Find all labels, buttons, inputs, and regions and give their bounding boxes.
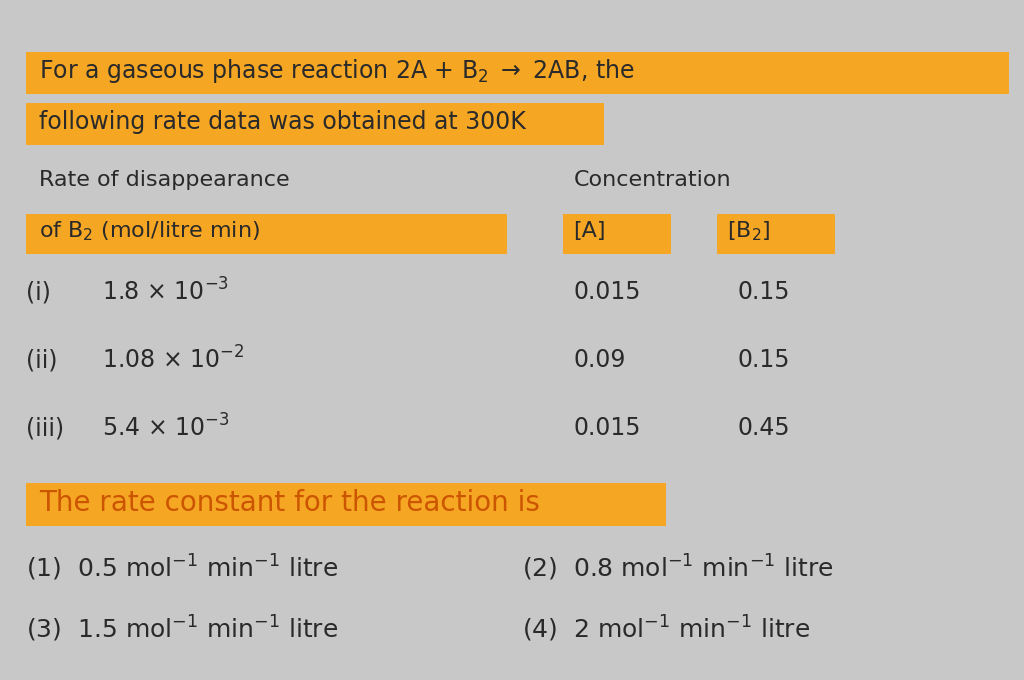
Text: (iii): (iii): [26, 416, 63, 441]
Bar: [26, 214, 507, 254]
Text: Concentration: Concentration: [573, 170, 731, 190]
Text: 0.015: 0.015: [573, 280, 641, 305]
Bar: [563, 214, 671, 254]
Text: Rate of disappearance: Rate of disappearance: [39, 170, 290, 190]
Text: 1.8 $\times$ 10$^{-3}$: 1.8 $\times$ 10$^{-3}$: [102, 279, 229, 306]
Text: 1.08 $\times$ 10$^{-2}$: 1.08 $\times$ 10$^{-2}$: [102, 347, 245, 374]
Bar: [26, 103, 604, 145]
Text: 0.09: 0.09: [573, 348, 626, 373]
Text: (2)  0.8 mol$^{-1}$ min$^{-1}$ litre: (2) 0.8 mol$^{-1}$ min$^{-1}$ litre: [522, 553, 834, 583]
Text: 0.45: 0.45: [737, 416, 790, 441]
Bar: [26, 483, 666, 526]
Text: [A]: [A]: [573, 221, 606, 241]
Text: 0.15: 0.15: [737, 348, 790, 373]
Text: (i): (i): [26, 280, 50, 305]
Text: (3)  1.5 mol$^{-1}$ min$^{-1}$ litre: (3) 1.5 mol$^{-1}$ min$^{-1}$ litre: [26, 614, 338, 644]
Text: [B$_2$]: [B$_2$]: [727, 220, 770, 243]
Text: For a gaseous phase reaction 2A + B$_2$ $\rightarrow$ 2AB, the: For a gaseous phase reaction 2A + B$_2$ …: [39, 57, 635, 86]
Text: (1)  0.5 mol$^{-1}$ min$^{-1}$ litre: (1) 0.5 mol$^{-1}$ min$^{-1}$ litre: [26, 553, 338, 583]
Text: 0.015: 0.015: [573, 416, 641, 441]
Bar: [26, 52, 1009, 94]
Text: (ii): (ii): [26, 348, 57, 373]
Text: of B$_2$ (mol/litre min): of B$_2$ (mol/litre min): [39, 220, 260, 243]
Text: following rate data was obtained at 300K: following rate data was obtained at 300K: [39, 110, 525, 135]
Text: (4)  2 mol$^{-1}$ min$^{-1}$ litre: (4) 2 mol$^{-1}$ min$^{-1}$ litre: [522, 614, 810, 644]
Bar: [717, 214, 835, 254]
Text: 5.4 $\times$ 10$^{-3}$: 5.4 $\times$ 10$^{-3}$: [102, 415, 230, 442]
Text: The rate constant for the reaction is: The rate constant for the reaction is: [39, 489, 540, 517]
Text: 0.15: 0.15: [737, 280, 790, 305]
